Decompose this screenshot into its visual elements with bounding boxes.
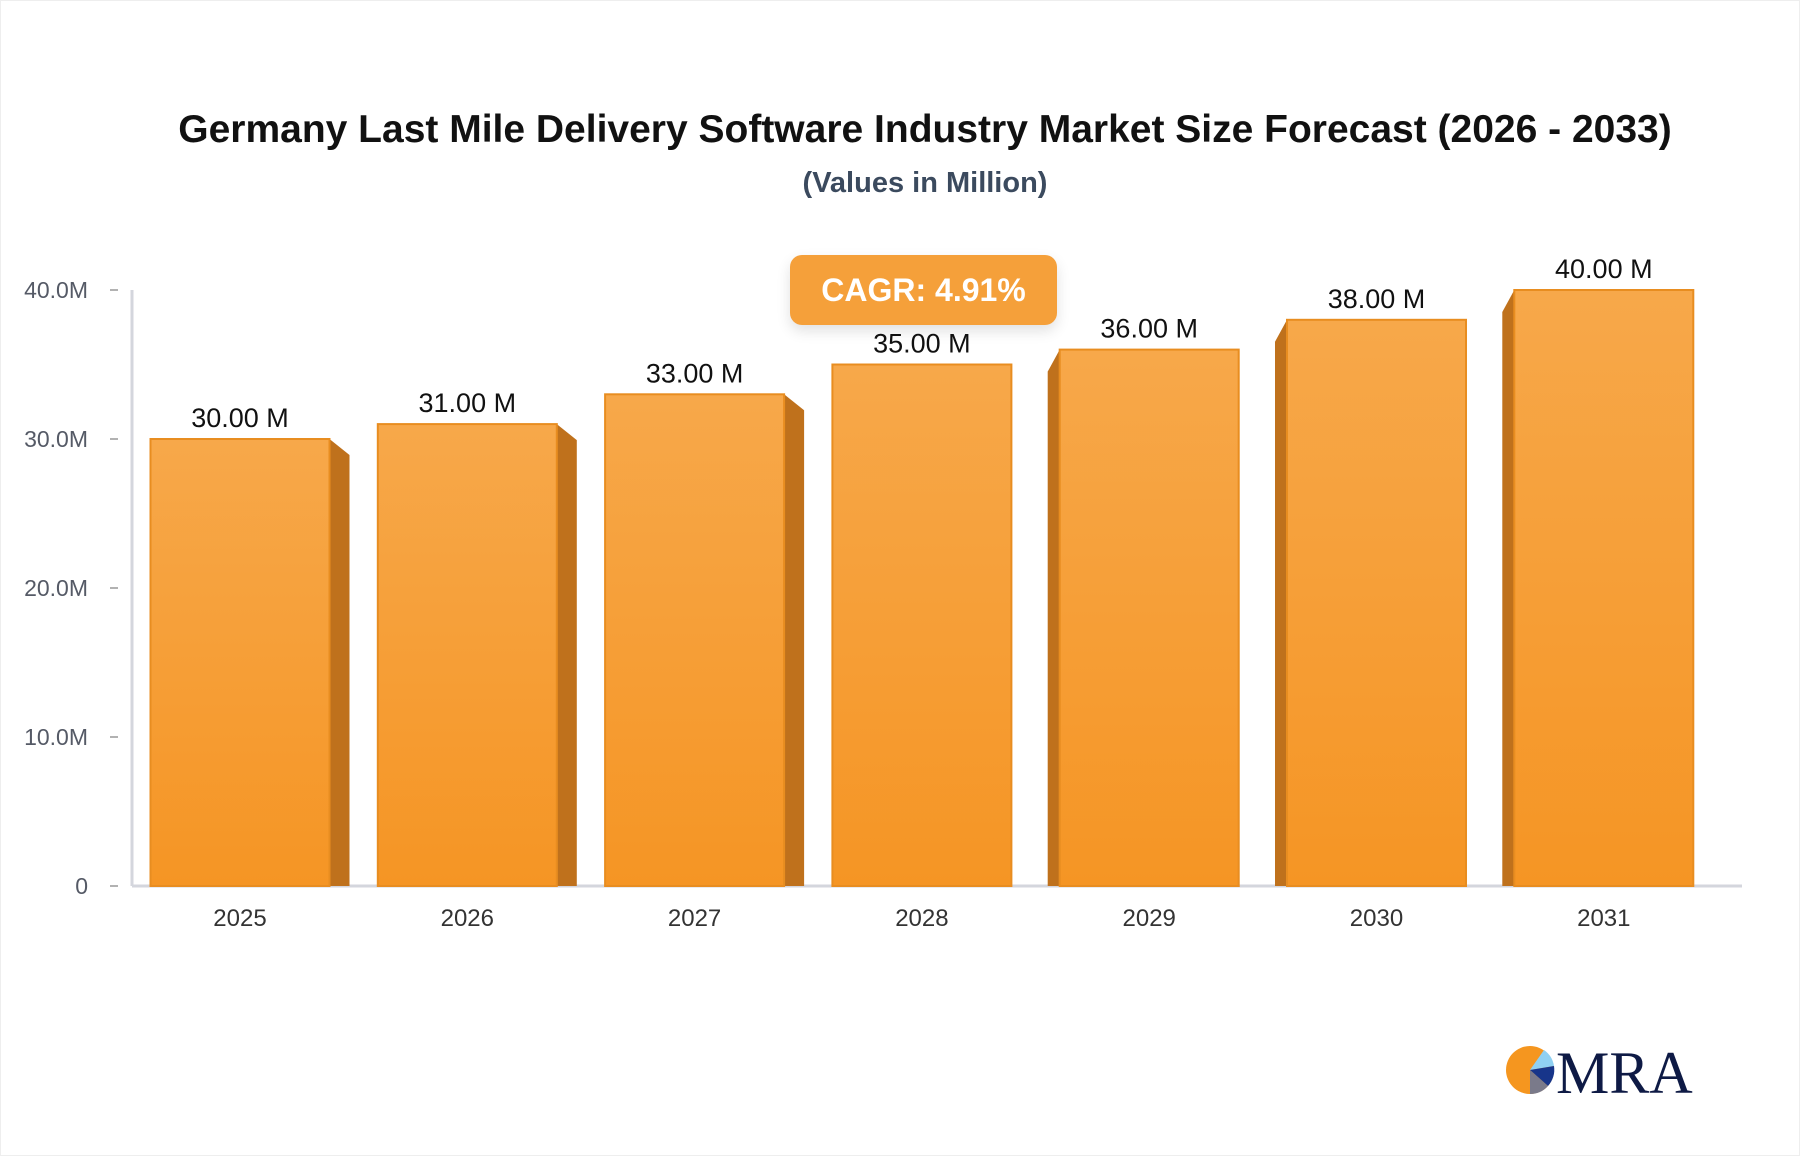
chart-subtitle: (Values in Million) xyxy=(802,167,1048,199)
chart-title: Germany Last Mile Delivery Software Indu… xyxy=(178,108,1672,151)
y-tick-label: 20.0M xyxy=(24,575,88,601)
x-tick-label: 2026 xyxy=(441,905,494,932)
data-label: 40.00 M xyxy=(1555,254,1653,284)
data-label: 33.00 M xyxy=(646,358,744,388)
bar-side xyxy=(556,424,577,886)
logo-text: MRA xyxy=(1556,1040,1693,1100)
x-tick-label: 2030 xyxy=(1350,905,1403,932)
logo-pie-icon: MRA xyxy=(1506,1040,1693,1100)
bar-2031 xyxy=(1513,289,1695,887)
y-tick-label: 10.0M xyxy=(24,724,88,750)
bar-side xyxy=(784,394,805,886)
data-label: 38.00 M xyxy=(1328,284,1426,314)
bar-side xyxy=(1502,290,1515,886)
bar-side xyxy=(1047,349,1060,887)
bar-2026 xyxy=(376,423,558,887)
x-tick-label: 2025 xyxy=(213,905,266,932)
bar-2029 xyxy=(1058,348,1240,888)
y-tick-label: 30.0M xyxy=(24,426,88,452)
x-tick-label: 2031 xyxy=(1577,905,1630,932)
bar-side xyxy=(1275,319,1287,886)
bar-side xyxy=(329,439,350,886)
x-tick-label: 2027 xyxy=(668,905,721,932)
bar-2025 xyxy=(149,438,331,887)
y-tick-label: 40.0M xyxy=(24,277,88,303)
mra-logo: MRA xyxy=(1506,1040,1696,1100)
x-tick-label: 2028 xyxy=(895,905,948,932)
bar-2030 xyxy=(1286,318,1467,887)
x-tick-label: 2029 xyxy=(1123,905,1176,932)
cagr-badge: CAGR: 4.91% xyxy=(790,255,1057,325)
data-label: 31.00 M xyxy=(419,388,517,418)
bar-2027 xyxy=(604,393,786,887)
data-label: 36.00 M xyxy=(1100,314,1198,344)
data-label: 30.00 M xyxy=(191,403,289,433)
y-tick-label: 0 xyxy=(75,873,88,899)
data-label: 35.00 M xyxy=(873,329,971,359)
bar-2028 xyxy=(831,363,1013,887)
